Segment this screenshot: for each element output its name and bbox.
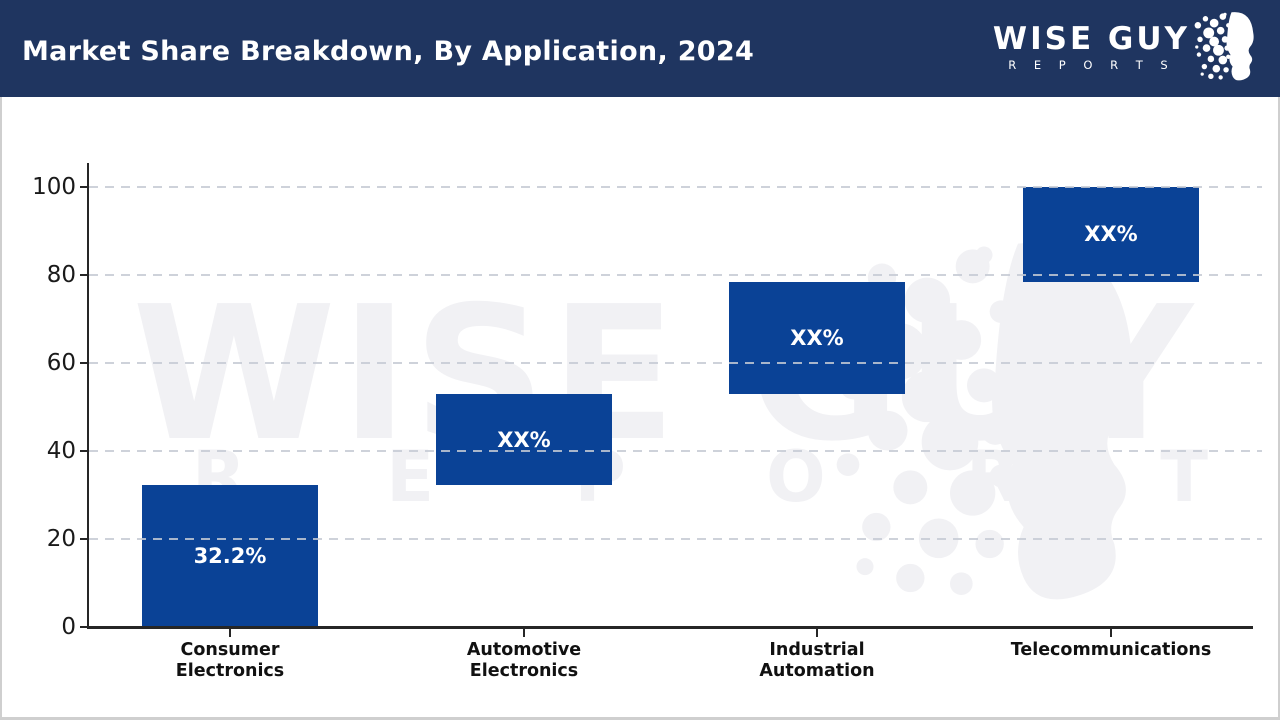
dotted-face-icon (1194, 12, 1254, 81)
x-tick-mark (1110, 629, 1112, 637)
bar-automotive-electronics (436, 393, 612, 486)
bar-value-label: 32.2% (193, 544, 267, 569)
x-category-label: Industrial Automation (759, 640, 875, 682)
x-tick-mark (816, 629, 818, 637)
y-tick-mark (80, 362, 89, 364)
bar-value-label: XX% (1084, 222, 1138, 247)
logo-subtitle: R E P O R T S (1008, 57, 1175, 72)
y-tick-mark (80, 626, 89, 628)
y-tick-label: 0 (61, 614, 76, 640)
header-band: Market Share Breakdown, By Application, … (0, 0, 1280, 97)
logo-text: WISE GUY R E P O R T S (993, 22, 1190, 71)
y-tick-label: 100 (32, 174, 76, 200)
bar-industrial-automation (729, 281, 905, 394)
bar-consumer-electronics (142, 485, 318, 627)
x-category-label: Automotive Electronics (466, 640, 582, 682)
y-tick-mark (80, 538, 89, 540)
x-axis-line (87, 626, 1253, 629)
bar-value-label: XX% (497, 427, 551, 452)
wise-guy-reports-logo: WISE GUY R E P O R T S (993, 9, 1258, 85)
gridline-80 (89, 274, 1262, 276)
y-tick-mark (80, 450, 89, 452)
logo-wordmark: WISE GUY (992, 21, 1190, 58)
bar-value-label: XX% (790, 325, 844, 350)
y-axis-line (87, 163, 89, 629)
x-category-label: Consumer Electronics (175, 640, 285, 682)
x-tick-mark (523, 629, 525, 637)
y-tick-label: 80 (46, 262, 76, 288)
gridline-20 (89, 538, 1262, 540)
gridline-40 (89, 450, 1262, 452)
y-tick-mark (80, 274, 89, 276)
gridline-60 (89, 362, 1262, 364)
bar-telecommunications (1023, 187, 1199, 282)
gridline-100 (89, 186, 1262, 188)
y-tick-label: 40 (46, 438, 76, 464)
x-category-label: Telecommunications (1010, 640, 1212, 660)
y-tick-label: 20 (46, 526, 76, 552)
y-tick-mark (80, 186, 89, 188)
chart-title: Market Share Breakdown, By Application, … (22, 36, 755, 67)
x-tick-mark (229, 629, 231, 637)
y-tick-label: 60 (46, 350, 76, 376)
